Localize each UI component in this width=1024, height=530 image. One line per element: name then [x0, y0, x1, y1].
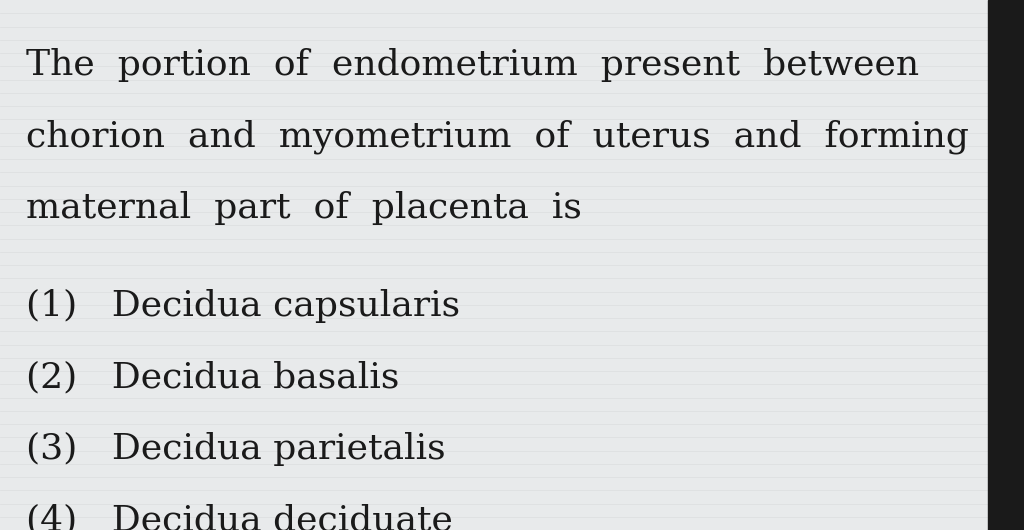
Text: (4)   Decidua deciduate: (4) Decidua deciduate — [26, 504, 453, 530]
Text: maternal  part  of  placenta  is: maternal part of placenta is — [26, 191, 582, 225]
Text: (1)   Decidua capsularis: (1) Decidua capsularis — [26, 289, 460, 323]
Text: The  portion  of  endometrium  present  between: The portion of endometrium present betwe… — [26, 48, 919, 82]
Text: (3)   Decidua parietalis: (3) Decidua parietalis — [26, 432, 445, 466]
Bar — [988, 0, 1024, 530]
Text: chorion  and  myometrium  of  uterus  and  forming  the: chorion and myometrium of uterus and for… — [26, 119, 1024, 154]
Text: (2)   Decidua basalis: (2) Decidua basalis — [26, 360, 399, 394]
